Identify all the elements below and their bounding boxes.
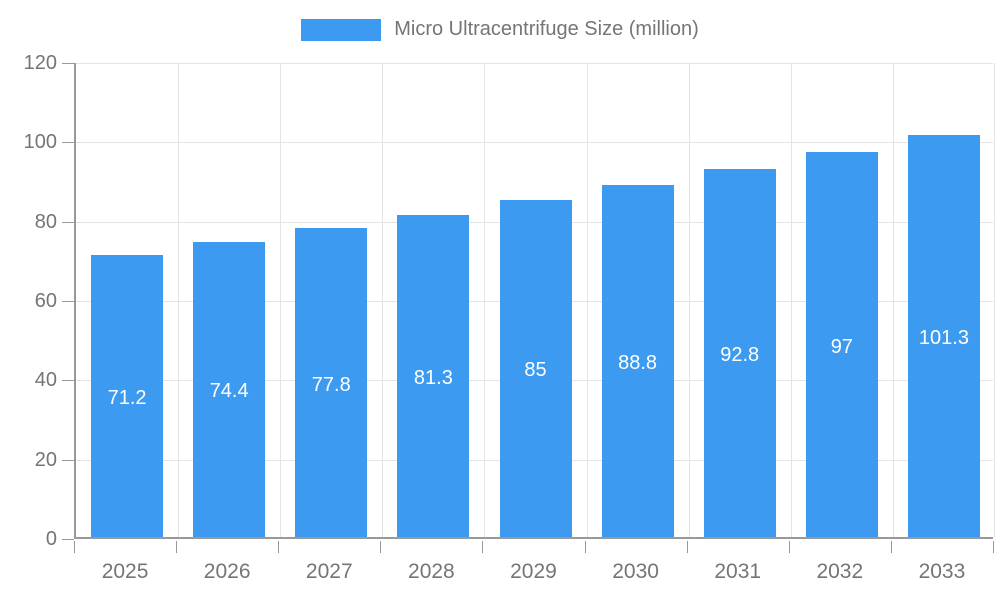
x-axis-tick: [686, 541, 688, 553]
bar: [295, 228, 368, 537]
bar: [397, 214, 470, 537]
y-axis-tick: [62, 459, 74, 461]
gridline-vertical: [892, 63, 894, 537]
y-tick-label: 0: [45, 528, 57, 550]
bar: [601, 184, 674, 537]
x-axis-tick: [278, 541, 280, 553]
bar: [703, 168, 776, 537]
y-axis-tick: [62, 301, 74, 302]
gridline-vertical: [484, 63, 486, 537]
x-axis-tick: [74, 541, 75, 553]
gridline-vertical: [382, 63, 384, 537]
x-tick-label: 2027: [305, 560, 353, 583]
chart-legend: Micro Ultracentrifuge Size (million): [0, 18, 1000, 41]
y-axis-tick: [62, 380, 74, 382]
legend-swatch-icon: [301, 18, 382, 41]
gridline-vertical: [586, 63, 588, 537]
x-axis-tick: [482, 541, 484, 553]
y-tick-label: 80: [34, 210, 57, 233]
y-tick-label: 100: [23, 131, 57, 154]
legend-label: Micro Ultracentrifuge Size (million): [394, 18, 699, 40]
x-tick-label: 2026: [203, 560, 251, 583]
plot-area: 71.2 74.4 77.8 81.3 85 88.8 92.8 97 101.3: [74, 63, 995, 539]
y-tick-label: 120: [23, 52, 57, 74]
x-axis-tick: [584, 541, 586, 553]
x-tick-label: 2031: [714, 560, 762, 583]
legend-item[interactable]: Micro Ultracentrifuge Size (million): [301, 18, 699, 41]
x-axis-tick: [380, 541, 382, 553]
y-tick-label: 20: [34, 448, 57, 471]
x-tick-label: 2025: [101, 560, 149, 583]
bar: [907, 135, 980, 537]
y-axis-tick: [62, 63, 74, 64]
bar: [499, 199, 572, 537]
gridline-vertical: [178, 63, 180, 537]
gridline-horizontal: [76, 142, 993, 144]
x-axis-tick: [890, 541, 892, 553]
y-axis-tick: [62, 221, 74, 223]
bar: [91, 254, 164, 537]
gridline-horizontal: [76, 63, 993, 64]
x-tick-label: 2032: [816, 560, 864, 583]
bar: [193, 241, 266, 537]
gridline-vertical: [790, 63, 792, 537]
x-axis-tick: [176, 541, 178, 553]
x-tick-label: 2028: [408, 560, 455, 583]
x-axis-tick: [993, 541, 994, 553]
gridline-vertical: [280, 63, 282, 537]
x-axis-tick: [788, 541, 790, 553]
y-axis-tick: [62, 539, 74, 540]
x-tick-label: 2029: [510, 560, 557, 583]
y-tick-label: 40: [34, 369, 57, 392]
y-tick-label: 60: [34, 290, 57, 312]
bar: [805, 152, 878, 537]
x-tick-label: 2033: [918, 560, 966, 583]
x-tick-label: 2030: [612, 560, 659, 583]
gridline-vertical: [688, 63, 690, 537]
gridline-vertical: [994, 63, 995, 537]
y-axis-tick: [62, 142, 74, 144]
